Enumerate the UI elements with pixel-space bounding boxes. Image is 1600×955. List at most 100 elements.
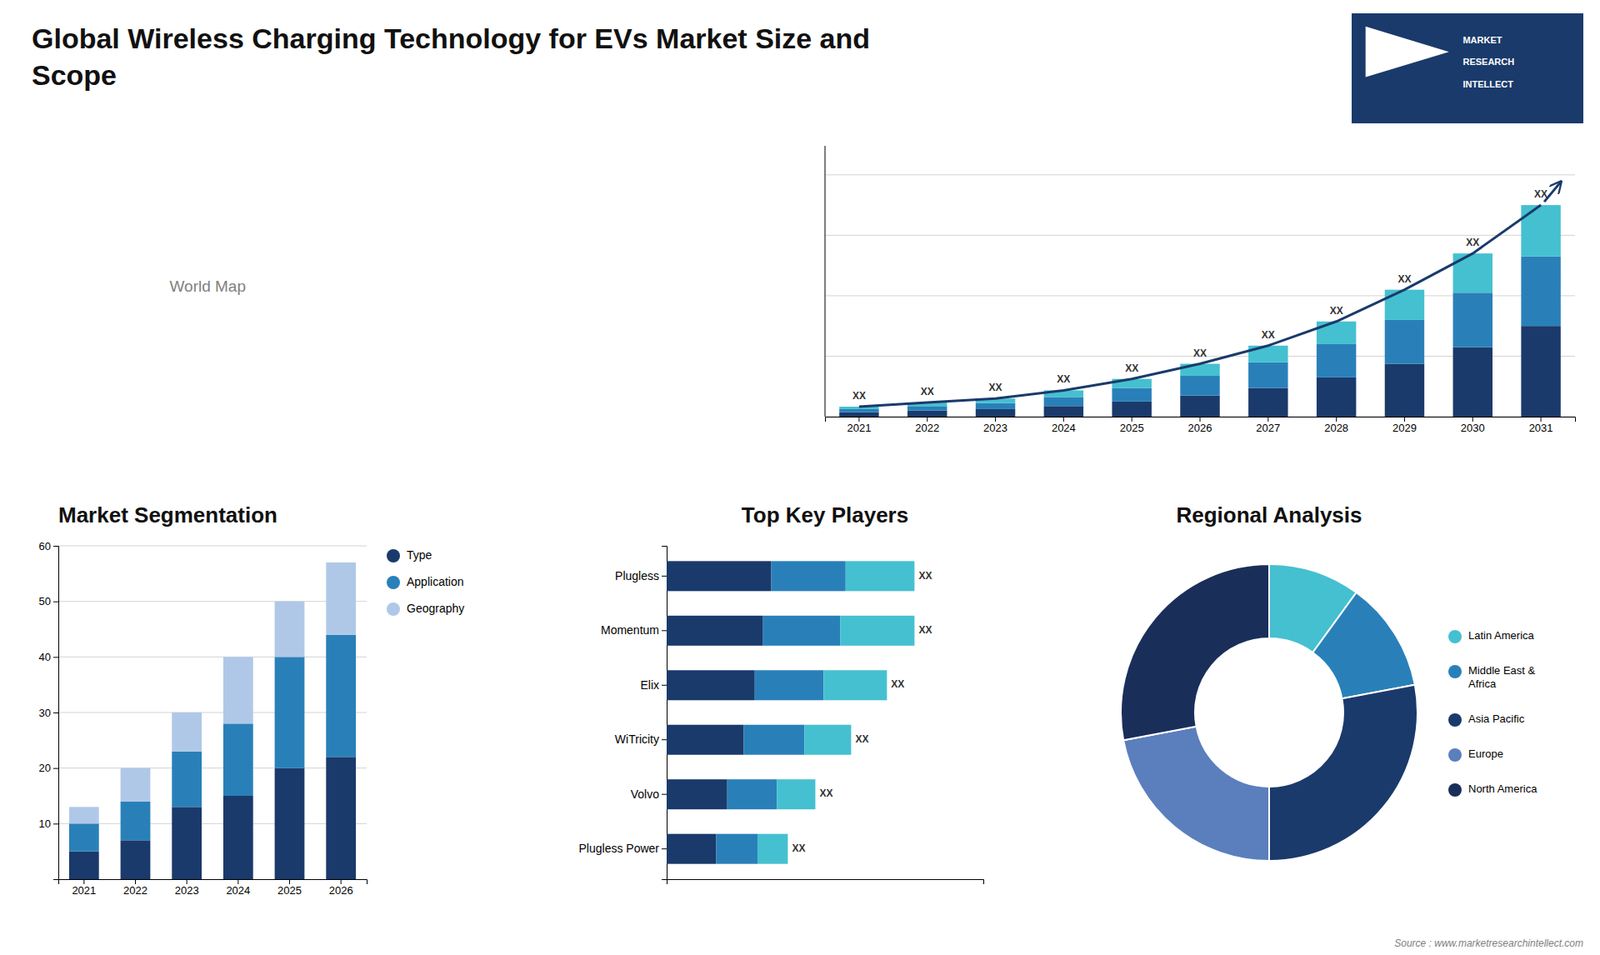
data-label: XX	[852, 390, 866, 402]
x-tick-mark	[1404, 416, 1405, 422]
y-tick-mark	[53, 712, 59, 714]
y-tick-mark	[661, 685, 667, 686]
data-label: XX	[1056, 373, 1070, 385]
data-label: XX	[855, 733, 869, 745]
bar	[727, 779, 777, 810]
bar	[1520, 325, 1560, 417]
bar	[1044, 396, 1084, 406]
data-label: XX	[1534, 188, 1548, 200]
logo-background	[1351, 13, 1584, 124]
data-label: XX	[1397, 273, 1411, 285]
bar	[845, 560, 915, 591]
chart-title: Regional Analysis	[1176, 502, 1363, 528]
bar	[275, 768, 305, 880]
bar	[1453, 292, 1493, 347]
bar	[666, 725, 745, 755]
x-tick-label: 2025	[277, 884, 302, 897]
y-tick: WiTricity	[615, 732, 667, 746]
y-tick-label: Momentum	[600, 623, 660, 637]
x-tick-label: 2021	[71, 884, 96, 897]
x-tick-label: 2022	[123, 884, 148, 897]
text-line: Scope	[31, 59, 117, 91]
x-tick-mark	[1335, 416, 1337, 422]
x-tick-label: 2027	[1255, 421, 1280, 435]
grid	[58, 545, 367, 824]
x-tick: 2022	[915, 416, 940, 435]
bar	[171, 712, 202, 752]
x-tick-mark	[237, 879, 239, 885]
legend-swatch	[1448, 665, 1462, 679]
data-label: XX	[989, 381, 1003, 394]
y-axis-line	[661, 546, 668, 880]
bar	[325, 562, 356, 635]
bar	[1248, 362, 1288, 389]
x-axis-line	[59, 880, 368, 885]
bar	[1180, 375, 1220, 396]
x-tick-label: 2023	[983, 421, 1008, 435]
legend-label: Asia Pacific	[1468, 712, 1525, 725]
bar	[325, 635, 356, 758]
slice	[1120, 564, 1270, 740]
x-tick-mark	[995, 416, 996, 422]
slices	[1120, 564, 1418, 861]
bar	[1248, 388, 1288, 417]
legend: Latin AmericaMiddle East &AfricaAsia Pac…	[1448, 629, 1538, 797]
grid-line	[58, 656, 367, 658]
y-tick-label: 20	[39, 761, 51, 775]
y-tick-mark	[53, 601, 59, 603]
y-tick-label: 60	[39, 540, 51, 553]
bar	[666, 670, 755, 700]
x-tick-mark	[1063, 416, 1065, 422]
legend-swatch	[1448, 630, 1462, 644]
bar	[1316, 377, 1356, 417]
x-tick-label: 2026	[1188, 421, 1213, 435]
y-tick-label: WiTricity	[615, 732, 660, 746]
y-tick: Plugless Power	[579, 841, 668, 855]
x-tick-mark	[1267, 416, 1269, 422]
bar	[1180, 395, 1220, 417]
bar	[69, 806, 100, 824]
bar	[223, 795, 254, 880]
bar	[744, 725, 805, 755]
bar	[120, 768, 151, 802]
x-tick-label: 2031	[1529, 421, 1554, 435]
bar	[1385, 364, 1425, 417]
y-tick-label: 30	[39, 706, 51, 720]
data-label: XX	[791, 842, 805, 855]
x-tick-label: 2030	[1460, 421, 1485, 435]
marks	[69, 562, 356, 880]
bar	[804, 725, 851, 755]
x-tick: 2027	[1255, 416, 1280, 435]
x-tick-mark	[926, 416, 928, 422]
x-tick-label: 2026	[329, 884, 354, 897]
y-tick: Elix	[640, 678, 667, 692]
labels: XXXXXXXXXXXXXXXXXXXXXX	[852, 181, 1561, 402]
bar	[907, 405, 947, 410]
y-tick-mark	[53, 768, 59, 770]
map-placeholder: World Map	[169, 277, 246, 295]
x-axis	[667, 880, 985, 885]
x-tick-label: 2024	[225, 884, 250, 897]
bar	[757, 834, 788, 865]
trend-line	[859, 205, 1541, 407]
y-tick: Plugless	[615, 569, 667, 583]
bar	[755, 670, 825, 700]
legend-label: Europe	[1468, 747, 1504, 760]
data-label: XX	[1330, 305, 1344, 317]
grid-line	[58, 767, 367, 769]
x-tick: 2023	[175, 879, 200, 897]
data-label: XX	[1261, 329, 1275, 341]
bar	[1520, 205, 1560, 257]
source-note: Source : www.marketresearchintellect.com	[1394, 937, 1584, 950]
bar	[223, 723, 254, 796]
legend-swatch	[1448, 713, 1462, 727]
legend-label: Type	[406, 548, 433, 562]
x-tick-label: 2022	[915, 421, 940, 435]
text-line: Asia Pacific	[1468, 712, 1525, 725]
y-tick-mark	[53, 656, 59, 658]
x-tick: 2024	[225, 879, 250, 897]
grid-line	[58, 712, 367, 714]
bar	[666, 615, 764, 646]
chart-title: Market Segmentation	[58, 502, 278, 528]
x-tick: 2023	[983, 416, 1008, 435]
